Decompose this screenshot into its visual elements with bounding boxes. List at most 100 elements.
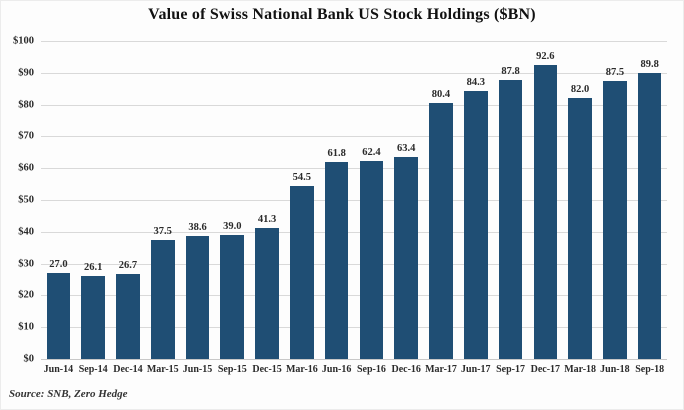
bar [603, 80, 627, 359]
gridline [41, 41, 667, 42]
x-tick-label: Sep-18 [635, 364, 665, 375]
y-tick-label: $20 [18, 289, 34, 301]
y-tick-label: $50 [18, 194, 34, 206]
y-tick-label: $40 [18, 226, 34, 238]
y-tick-label: $60 [18, 162, 34, 174]
bar-slot: 92.6 [528, 41, 563, 359]
bar [463, 90, 488, 359]
bars-group: 27.0 26.1 26.7 37.5 38.6 39.0 41.3 54.5 61.8 62.4… [41, 41, 667, 359]
bar [255, 227, 279, 359]
x-axis: Jun-14 Sep-14 Dec-14 Mar-15 Jun-15 Sep-15 Dec-… [41, 364, 667, 380]
y-tick-label: $0 [23, 353, 35, 365]
bar-slot: 37.5 [145, 41, 180, 359]
gridline [41, 263, 667, 265]
y-tick-label: $10 [18, 321, 34, 333]
bar-value-label: 41.3 [257, 213, 277, 225]
bar-slot: 63.4 [389, 41, 424, 359]
bar [498, 79, 523, 359]
bar-slot: 61.8 [319, 41, 354, 359]
gridline [41, 72, 667, 74]
x-tick-label: Jun-18 [600, 364, 630, 375]
bar [290, 185, 314, 359]
bar-slot: 82.0 [563, 41, 598, 359]
gridline [41, 136, 667, 138]
y-tick-label: $70 [18, 130, 34, 142]
x-tick-label: Dec-16 [391, 364, 421, 375]
bar-slot: 87.8 [493, 41, 528, 359]
x-tick-label: Sep-15 [217, 364, 247, 375]
plot-area: $0 $10 $20 $30 $40 $50 $60 $70 $80 $90 $100 27.0 26.… [13, 36, 667, 365]
y-tick-label: $100 [13, 35, 34, 47]
x-tick-label: Jun-15 [182, 364, 213, 375]
x-tick-label: Dec-14 [113, 364, 143, 375]
y-tick-label: $80 [18, 99, 34, 111]
x-tick-label: Sep-17 [496, 364, 525, 375]
bar-value-label: 92.6 [536, 50, 555, 62]
gridline [41, 104, 667, 106]
bar [220, 234, 245, 359]
bar-value-label: 26.1 [83, 262, 103, 274]
bar [394, 157, 419, 359]
bar-slot: 54.5 [284, 41, 319, 359]
bar-value-label: 37.5 [153, 225, 172, 237]
x-tick-label: Sep-16 [356, 364, 386, 375]
bar-slot: 26.7 [111, 41, 146, 359]
bar-value-label: 39.0 [223, 220, 242, 232]
bar [429, 103, 453, 359]
x-tick-label: Jun-17 [461, 364, 491, 375]
y-tick-label: $90 [18, 67, 34, 79]
bar [637, 73, 662, 359]
bar [359, 160, 384, 359]
bar-value-label: 61.8 [327, 148, 346, 160]
bar [324, 162, 349, 359]
bar [81, 276, 105, 359]
bar [185, 236, 210, 359]
bar-value-label: 87.8 [501, 65, 520, 77]
bar-slot: 26.1 [76, 41, 111, 359]
bar [533, 64, 558, 359]
source-note: Source: SNB, Zero Hedge [9, 388, 128, 400]
bar-slot: 62.4 [354, 41, 389, 359]
bar-value-label: 38.6 [188, 222, 207, 234]
gridline [41, 295, 667, 297]
y-tick-label: $30 [18, 258, 34, 270]
x-tick-label: Mar-16 [285, 364, 318, 375]
bar [150, 239, 175, 359]
bar-slot: 41.3 [250, 41, 285, 359]
bar-slot: 39.0 [215, 41, 250, 359]
x-tick-label: Jun-16 [321, 364, 352, 375]
bar-value-label: 26.7 [118, 260, 138, 272]
bar-value-label: 62.4 [362, 146, 381, 158]
bar-value-label: 87.5 [605, 66, 625, 78]
bar-slot: 80.4 [424, 41, 459, 359]
x-tick-label: Jun-14 [43, 364, 74, 375]
bar-slot: 87.5 [598, 41, 633, 359]
bar [568, 98, 592, 359]
gridline [41, 231, 667, 233]
gridline [41, 359, 667, 360]
bar-slot: 27.0 [41, 41, 76, 359]
x-tick-label: Dec-15 [252, 364, 282, 375]
gridline [41, 168, 667, 170]
bar-slot: 84.3 [458, 41, 493, 359]
bar-slot: 89.8 [632, 41, 667, 359]
bar-slot: 38.6 [180, 41, 215, 359]
bar-value-label: 80.4 [431, 89, 451, 101]
bar-value-label: 89.8 [640, 59, 659, 71]
bar-value-label: 54.5 [292, 171, 312, 183]
x-tick-label: Mar-15 [146, 364, 179, 375]
bar-value-label: 84.3 [466, 76, 485, 88]
bar [116, 274, 140, 359]
x-tick-label: Sep-14 [78, 364, 108, 375]
bar-value-label: 82.0 [570, 84, 590, 96]
x-tick-label: Dec-17 [530, 364, 561, 375]
chart-title: Value of Swiss National Bank US Stock Ho… [148, 6, 536, 23]
x-tick-label: Mar-18 [564, 364, 597, 375]
gridline [41, 200, 667, 201]
bar-value-label: 63.4 [397, 143, 416, 155]
bar-value-label: 27.0 [49, 259, 68, 271]
bar [46, 273, 71, 359]
gridline [41, 327, 667, 329]
x-tick-label: Mar-17 [425, 364, 457, 375]
